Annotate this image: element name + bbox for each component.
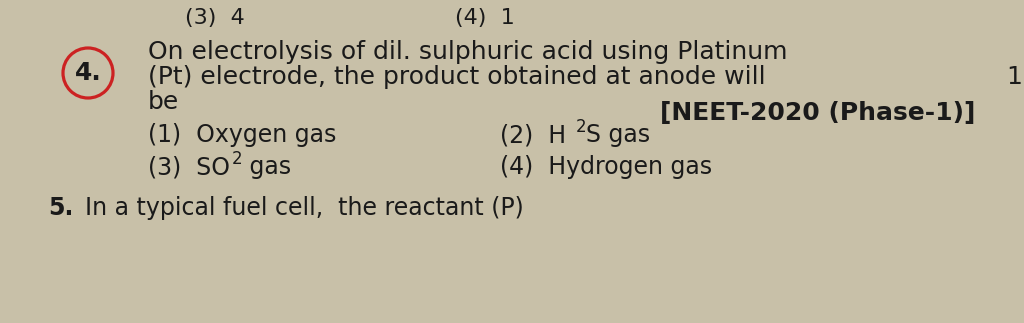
- Text: On electrolysis of dil. sulphuric acid using Platinum: On electrolysis of dil. sulphuric acid u…: [148, 40, 787, 64]
- Text: gas: gas: [242, 155, 291, 179]
- Text: (4)  Hydrogen gas: (4) Hydrogen gas: [500, 155, 712, 179]
- Text: (1)  Oxygen gas: (1) Oxygen gas: [148, 123, 336, 147]
- Text: 5.: 5.: [48, 196, 74, 220]
- Text: (3)  SO: (3) SO: [148, 155, 230, 179]
- Text: (Pt) electrode, the product obtained at anode will: (Pt) electrode, the product obtained at …: [148, 65, 766, 89]
- Text: In a typical fuel cell,  the reactant (P): In a typical fuel cell, the reactant (P): [85, 196, 523, 220]
- Text: 1: 1: [1007, 65, 1022, 89]
- Text: (3)  4: (3) 4: [185, 8, 245, 28]
- Text: [NEET-2020 (Phase-1)]: [NEET-2020 (Phase-1)]: [660, 101, 976, 125]
- Text: 2: 2: [232, 150, 243, 168]
- Text: 2: 2: [575, 118, 587, 136]
- Text: S gas: S gas: [586, 123, 650, 147]
- Text: (4)  1: (4) 1: [455, 8, 515, 28]
- Text: be: be: [148, 90, 179, 114]
- Text: 4.: 4.: [75, 61, 101, 85]
- Text: (2)  H: (2) H: [500, 123, 566, 147]
